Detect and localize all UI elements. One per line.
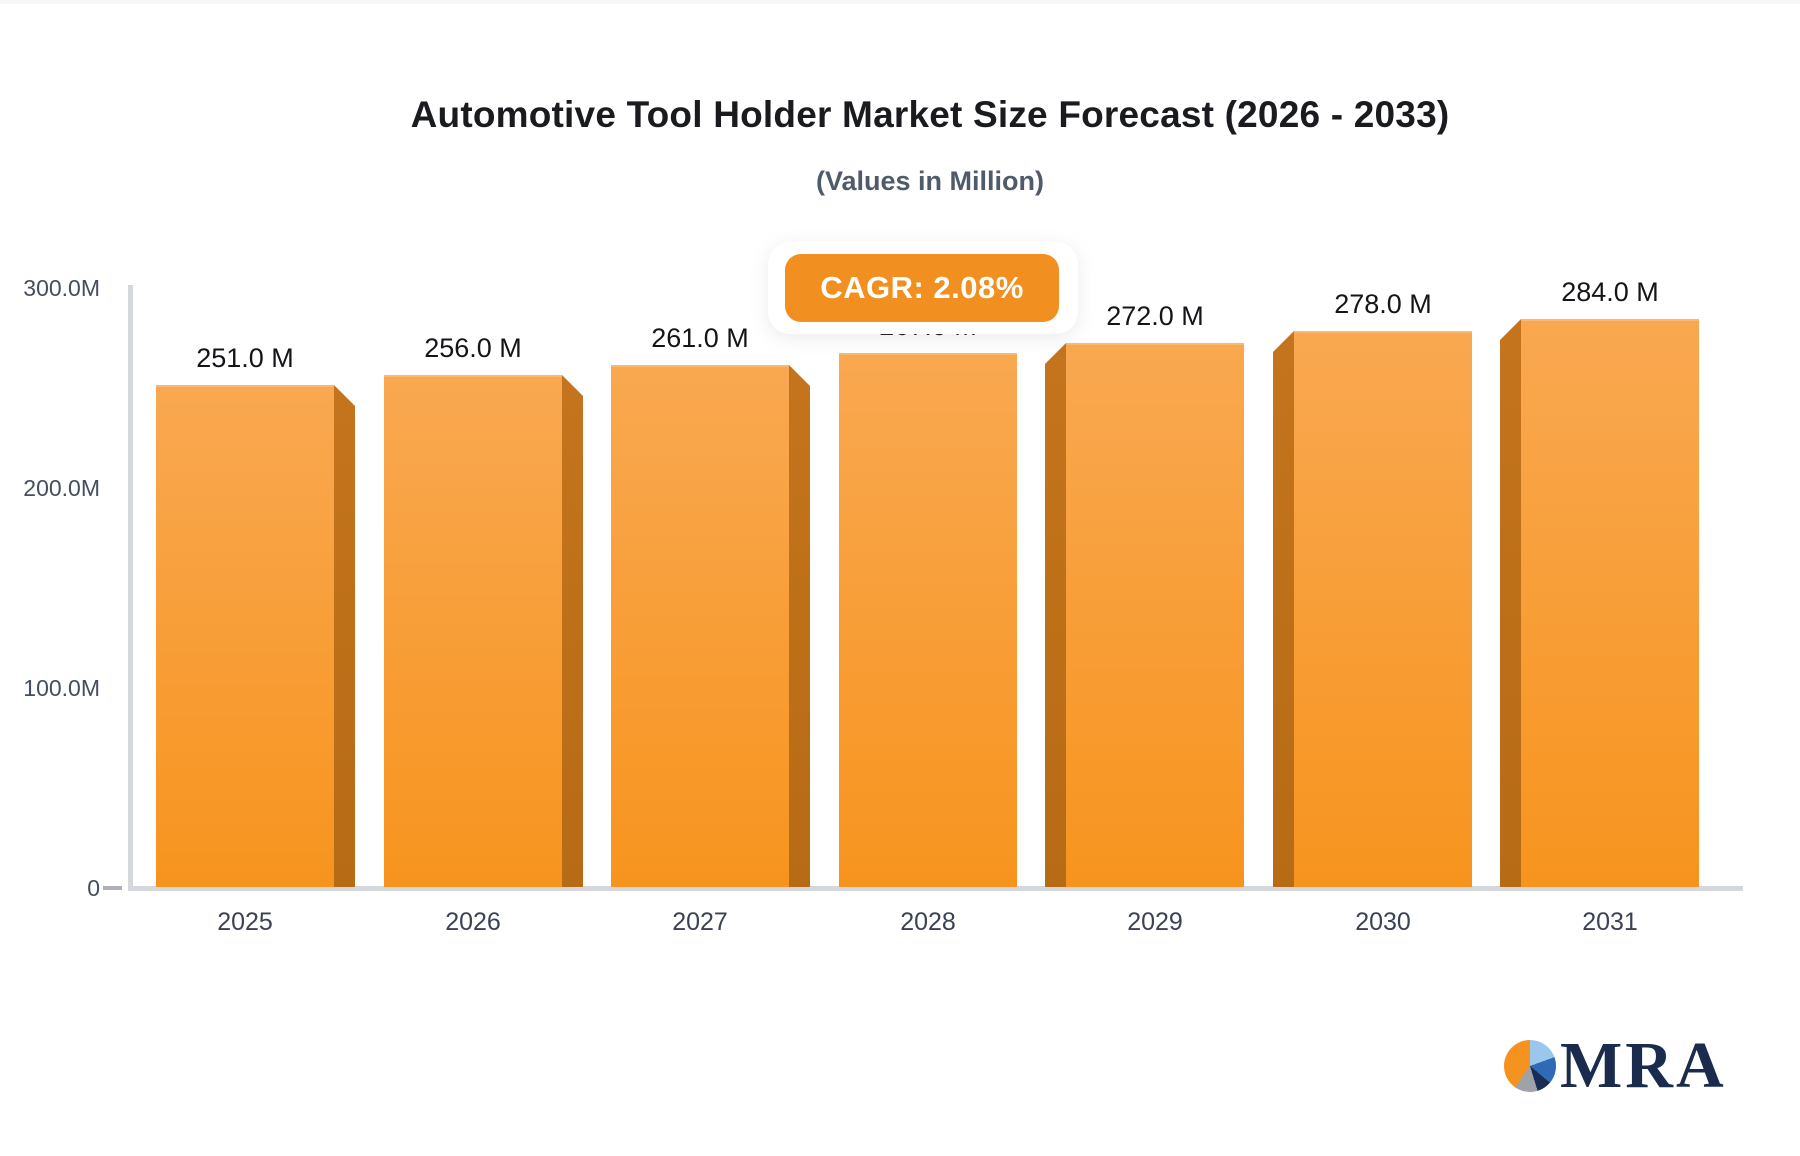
y-tick-label-100: 100.0M: [23, 675, 100, 701]
x-axis-label-2031: 2031: [1582, 908, 1638, 936]
bar-2025[interactable]: [156, 385, 334, 887]
x-axis-line: [128, 886, 1743, 891]
bar-2028[interactable]: [839, 353, 1017, 887]
x-axis-label-2029: 2029: [1127, 908, 1183, 936]
x-axis-label-2027: 2027: [672, 908, 728, 936]
bar-2029[interactable]: [1066, 343, 1244, 887]
pie-chart-logo-icon: [1504, 1040, 1556, 1092]
top-edge-strip: [0, 0, 1800, 4]
y-tick-label-200: 200.0M: [23, 475, 100, 501]
chart-subtitle: (Values in Million): [815, 166, 1045, 196]
x-axis-label-2028: 2028: [900, 908, 956, 936]
y-tick-label-300: 300.0M: [23, 275, 100, 301]
bar-value-label-2026: 256.0 M: [424, 333, 522, 363]
bar-3d-side-2029: [1045, 343, 1066, 887]
chart-title: Automotive Tool Holder Market Size Forec…: [410, 94, 1450, 135]
bar-3d-side-2026: [562, 375, 583, 887]
bar-2026[interactable]: [384, 375, 562, 887]
bar-2027[interactable]: [611, 365, 789, 887]
bar-3d-side-2027: [789, 365, 810, 887]
x-axis-label-2026: 2026: [445, 908, 501, 936]
bar-value-label-2031: 284.0 M: [1561, 277, 1659, 307]
bar-2031[interactable]: [1521, 319, 1699, 887]
cagr-badge-container: CAGR: 2.08%: [768, 242, 1078, 334]
cagr-badge-text: CAGR: 2.08%: [820, 270, 1024, 305]
bar-value-label-2029: 272.0 M: [1106, 301, 1204, 331]
y-axis-line: [128, 285, 133, 890]
x-axis-label-2025: 2025: [217, 908, 273, 936]
x-axis-label-2030: 2030: [1355, 908, 1411, 936]
cagr-badge: CAGR: 2.08%: [785, 254, 1059, 322]
y-tick-label-0: 0: [87, 875, 100, 901]
bar-value-label-2030: 278.0 M: [1334, 289, 1432, 319]
zero-tick-mark: [103, 886, 122, 890]
bar-2030[interactable]: [1294, 331, 1472, 887]
logo-text: MRA: [1560, 1029, 1727, 1102]
bar-value-label-2025: 251.0 M: [196, 343, 294, 373]
bar-3d-side-2031: [1500, 319, 1521, 887]
bar-3d-side-2025: [334, 385, 355, 887]
brand-logo: MRA: [1504, 1029, 1727, 1102]
bar-value-label-2027: 261.0 M: [651, 323, 749, 353]
bar-3d-side-2030: [1273, 331, 1294, 887]
